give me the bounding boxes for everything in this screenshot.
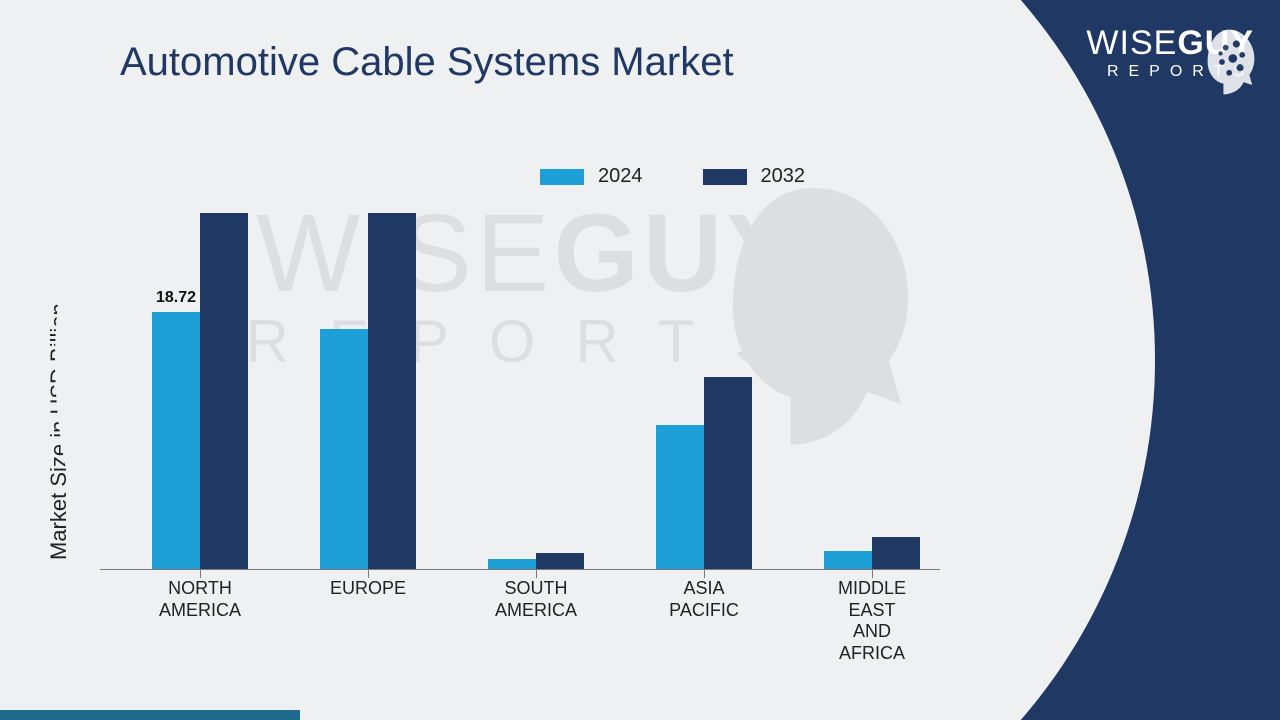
brand-logo: WISEGUY REPORTS [1086,26,1254,80]
bar-2032 [704,377,752,569]
bar-2032 [872,537,920,569]
bottom-accent-bar [0,710,300,720]
bar-value-label: 18.72 [146,289,206,307]
x-tick [704,570,705,578]
x-tick [368,570,369,578]
bar-2024 [320,329,368,569]
category-label: NORTHAMERICA [130,578,270,621]
chart-canvas: WISEGUY REPORTS WISEGUY REPORTS Automoti… [0,0,1280,720]
legend-label-2024: 2024 [598,165,643,188]
category-label: MIDDLEEASTANDAFRICA [802,578,942,664]
category-label: ASIAPACIFIC [634,578,774,621]
legend-item-2024: 2024 [540,165,643,188]
x-axis-line [100,569,940,570]
chart-title: Automotive Cable Systems Market [120,40,734,85]
chart-plot-area: 18.72NORTHAMERICAEUROPESOUTHAMERICAASIAP… [100,200,940,570]
head-icon [1186,26,1258,98]
x-tick [200,570,201,578]
bar-2032 [536,553,584,569]
bar-2024 [656,425,704,569]
chart-legend: 2024 2032 [540,165,805,188]
bar-2024 [152,312,200,569]
bar-2032 [200,213,248,569]
category-label: EUROPE [298,578,438,600]
legend-swatch-2032 [703,169,747,185]
bar-2032 [368,213,416,569]
x-tick [536,570,537,578]
legend-label-2032: 2032 [761,165,806,188]
bar-2024 [488,559,536,569]
legend-swatch-2024 [540,169,584,185]
x-tick [872,570,873,578]
category-label: SOUTHAMERICA [466,578,606,621]
legend-item-2032: 2032 [703,165,806,188]
bar-2024 [824,551,872,569]
logo-word-1: WISE [1086,24,1177,62]
